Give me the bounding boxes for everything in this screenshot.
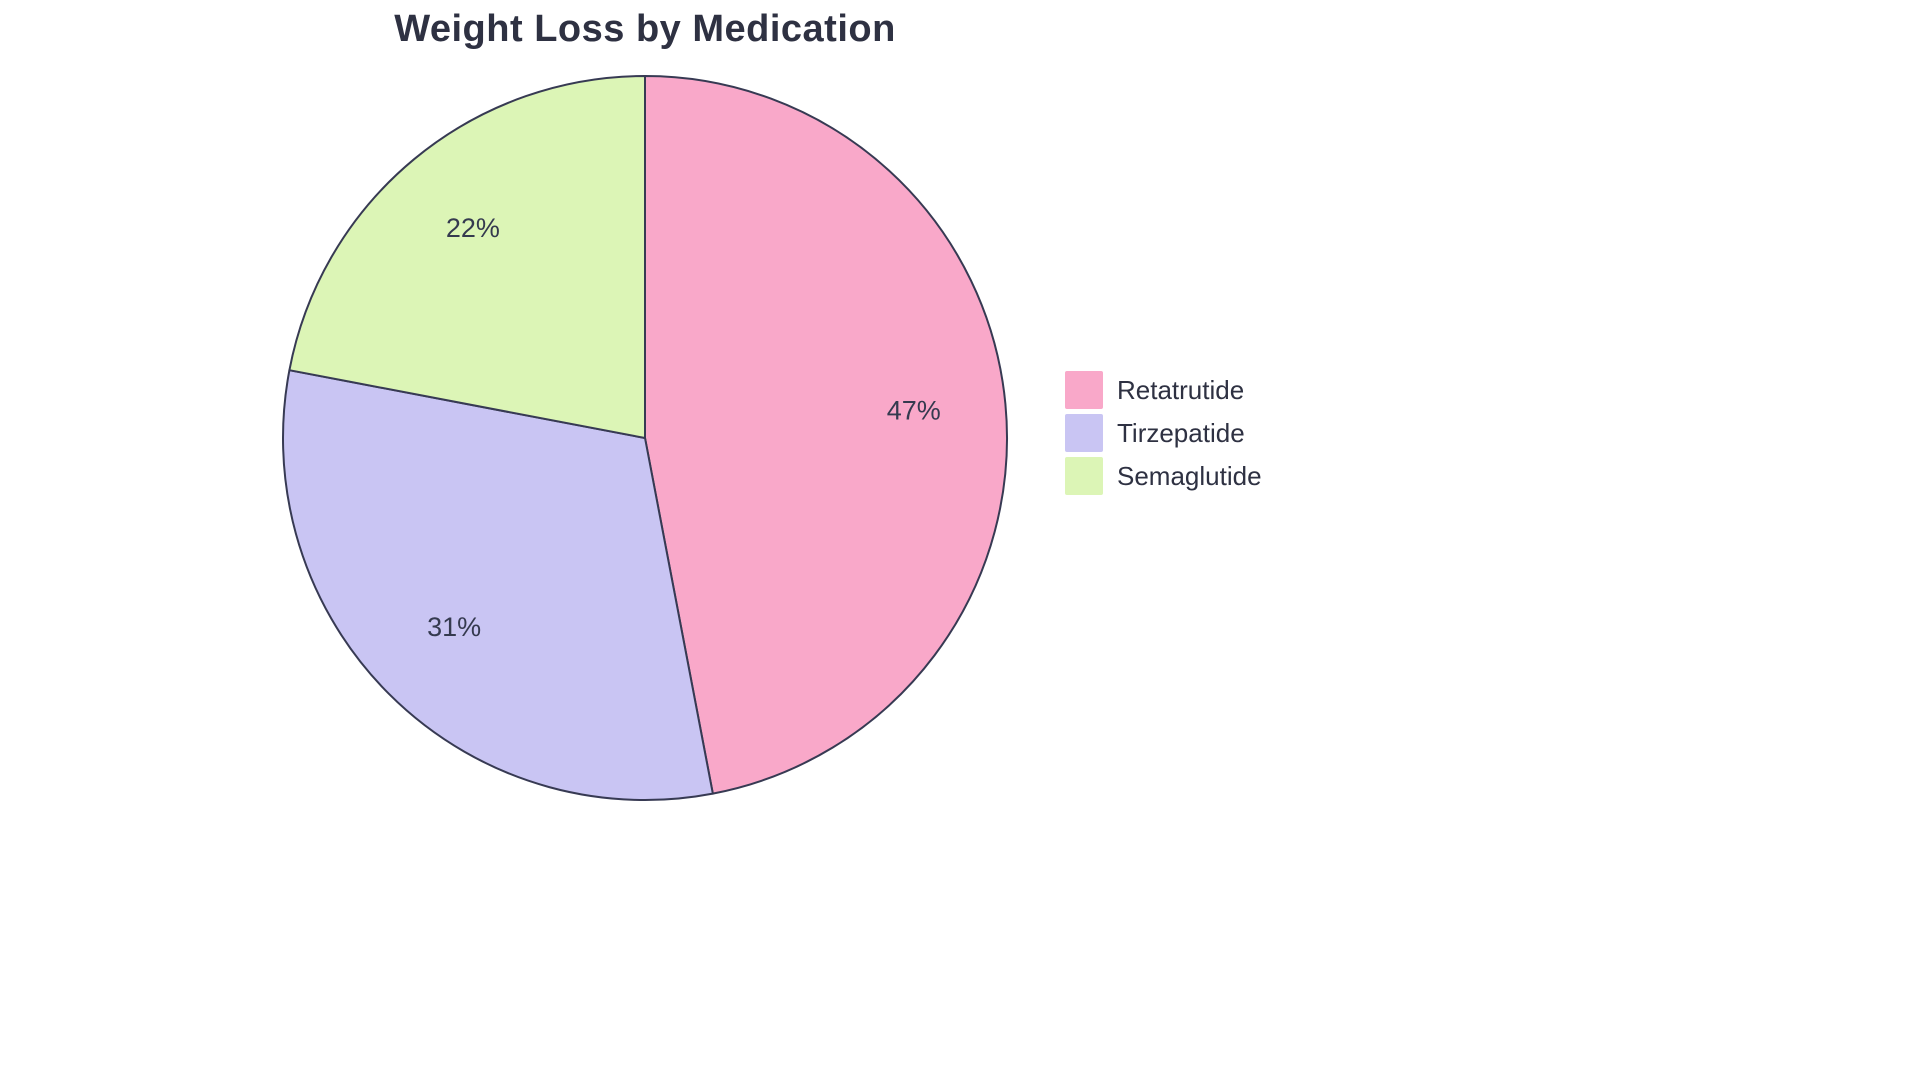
pie-slice-retatrutide — [644, 75, 1008, 795]
legend-label-semaglutide: Semaglutide — [1117, 461, 1262, 491]
legend-item-semaglutide: Semaglutide — [1065, 457, 1262, 495]
slice-label-retatrutide: 47% — [887, 396, 941, 426]
legend-item-tirzepatide: Tirzepatide — [1065, 414, 1262, 452]
legend-swatch-semaglutide — [1065, 457, 1103, 495]
legend: Retatrutide Tirzepatide Semaglutide — [1065, 371, 1262, 495]
legend-item-retatrutide: Retatrutide — [1065, 371, 1262, 409]
slice-label-tirzepatide: 31% — [427, 612, 481, 642]
legend-swatch-tirzepatide — [1065, 414, 1103, 452]
slice-label-semaglutide: 22% — [446, 213, 500, 243]
legend-swatch-retatrutide — [1065, 371, 1103, 409]
pie-slice-semaglutide — [288, 75, 646, 439]
pie-slice-tirzepatide — [282, 369, 714, 801]
pie-chart: 47% 31% 22% — [282, 75, 1008, 801]
legend-label-retatrutide: Retatrutide — [1117, 375, 1245, 405]
chart-title: Weight Loss by Medication — [394, 8, 896, 50]
legend-label-tirzepatide: Tirzepatide — [1117, 418, 1245, 448]
